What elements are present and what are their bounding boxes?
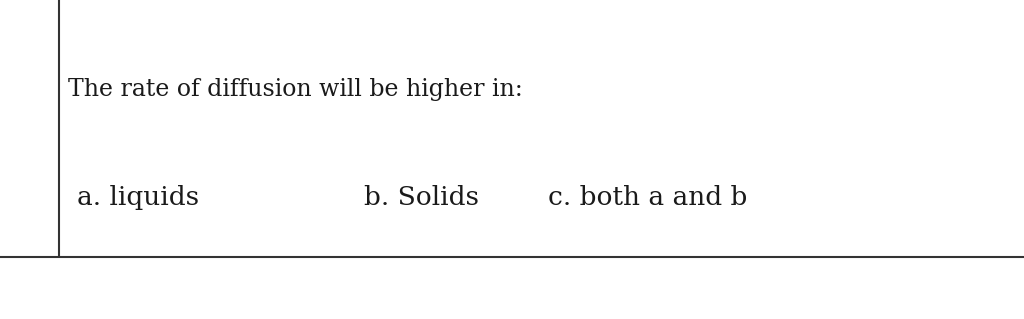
Text: b. Solids: b. Solids: [364, 185, 478, 210]
Text: The rate of diffusion will be higher in:: The rate of diffusion will be higher in:: [68, 78, 522, 101]
Text: a. liquids: a. liquids: [77, 185, 199, 210]
Text: c. both a and b: c. both a and b: [548, 185, 748, 210]
